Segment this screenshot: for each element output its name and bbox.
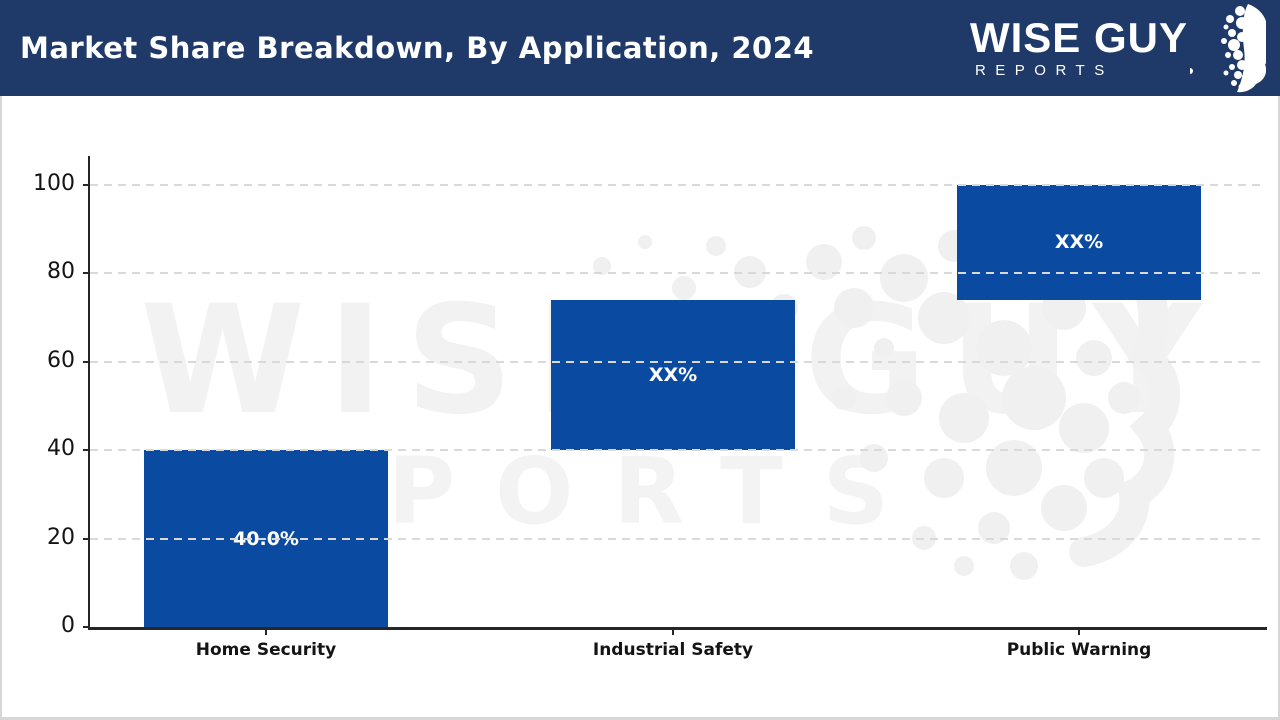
y-axis-line xyxy=(88,156,90,630)
bar-segment: XX% xyxy=(957,185,1201,300)
y-tick-mark xyxy=(83,272,90,275)
y-axis-tick-label: 100 xyxy=(33,171,75,196)
y-tick-mark xyxy=(83,184,90,186)
logo-subtitle: REPORTS xyxy=(974,62,1114,79)
logo-face-icon xyxy=(1190,4,1266,93)
page-title: Market Share Breakdown, By Application, … xyxy=(20,31,815,65)
x-tick-mark xyxy=(1078,629,1080,635)
gridline xyxy=(90,449,1265,452)
y-axis-tick-label: 60 xyxy=(47,347,75,373)
x-tick-mark xyxy=(265,629,267,635)
gridline xyxy=(90,537,1265,540)
y-axis-tick-label: 80 xyxy=(47,259,75,285)
y-axis-tick-label: 0 xyxy=(61,613,75,638)
gridline xyxy=(90,184,1265,186)
x-axis-line xyxy=(88,627,1267,630)
y-tick-mark xyxy=(83,537,90,540)
y-tick-mark xyxy=(83,626,90,628)
gridline xyxy=(90,272,1265,275)
y-axis-tick-label: 20 xyxy=(47,524,75,550)
gridline xyxy=(90,360,1265,363)
x-axis-category-label: Public Warning xyxy=(1006,640,1152,660)
logo-wordmark: WISE GUY xyxy=(969,14,1188,61)
bar-value-label: XX% xyxy=(648,364,698,387)
y-tick-mark xyxy=(83,449,90,452)
y-tick-mark xyxy=(83,360,90,363)
header-bar: Market Share Breakdown, By Application, … xyxy=(0,0,1280,96)
y-axis-tick-label: 40 xyxy=(47,436,75,462)
chart-card: WISE GUY REPORTS 40.0%Home SecurityXX%In… xyxy=(0,96,1280,720)
bar-segment: XX% xyxy=(551,299,795,451)
bar-value-label: XX% xyxy=(1054,231,1104,254)
x-axis-category-label: Industrial Safety xyxy=(592,640,754,660)
wise-guy-reports-logo: WISE GUY REPORTS xyxy=(970,3,1266,93)
x-tick-mark xyxy=(672,629,674,635)
x-axis-category-label: Home Security xyxy=(195,640,337,660)
